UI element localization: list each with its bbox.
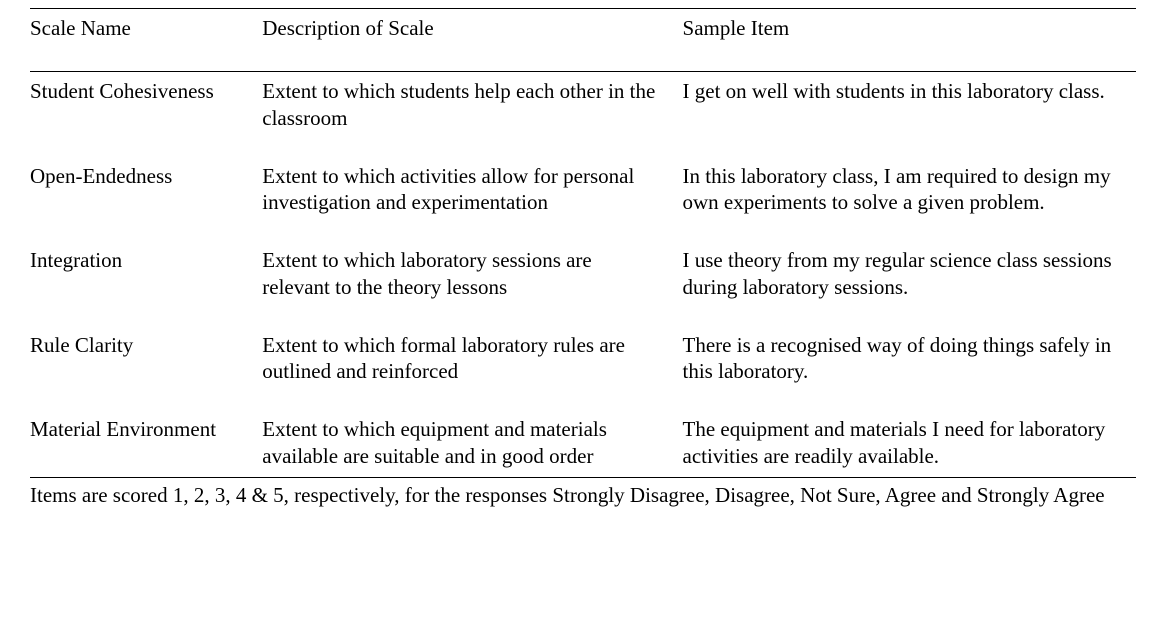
cell-sample-item: There is a recognised way of doing thing…: [683, 326, 1136, 411]
table-footnote: Items are scored 1, 2, 3, 4 & 5, respect…: [30, 477, 1136, 508]
cell-sample-item: I use theory from my regular science cla…: [683, 241, 1136, 326]
table-body: Student Cohesiveness Extent to which stu…: [30, 72, 1136, 478]
table-row: Student Cohesiveness Extent to which stu…: [30, 72, 1136, 157]
cell-sample-item: In this laboratory class, I am required …: [683, 157, 1136, 242]
cell-scale-name: Open-Endedness: [30, 157, 262, 242]
table-footnote-row: Items are scored 1, 2, 3, 4 & 5, respect…: [30, 477, 1136, 508]
cell-sample-item: The equipment and materials I need for l…: [683, 410, 1136, 477]
cell-scale-name: Integration: [30, 241, 262, 326]
table-head: Scale Name Description of Scale Sample I…: [30, 9, 1136, 72]
col-header-scale-name: Scale Name: [30, 9, 262, 72]
cell-description: Extent to which activities allow for per…: [262, 157, 682, 242]
cell-scale-name: Material Environment: [30, 410, 262, 477]
table-row: Integration Extent to which laboratory s…: [30, 241, 1136, 326]
cell-description: Extent to which equipment and materials …: [262, 410, 682, 477]
col-header-sample-item: Sample Item: [683, 9, 1136, 72]
table-header-row: Scale Name Description of Scale Sample I…: [30, 9, 1136, 72]
cell-description: Extent to which students help each other…: [262, 72, 682, 157]
cell-scale-name: Rule Clarity: [30, 326, 262, 411]
table-row: Open-Endedness Extent to which activitie…: [30, 157, 1136, 242]
table-row: Rule Clarity Extent to which formal labo…: [30, 326, 1136, 411]
page: Scale Name Description of Scale Sample I…: [0, 0, 1166, 636]
table-row: Material Environment Extent to which equ…: [30, 410, 1136, 477]
cell-sample-item: I get on well with students in this labo…: [683, 72, 1136, 157]
cell-description: Extent to which formal laboratory rules …: [262, 326, 682, 411]
table-foot: Items are scored 1, 2, 3, 4 & 5, respect…: [30, 477, 1136, 508]
scales-table: Scale Name Description of Scale Sample I…: [30, 8, 1136, 508]
col-header-description: Description of Scale: [262, 9, 682, 72]
cell-description: Extent to which laboratory sessions are …: [262, 241, 682, 326]
cell-scale-name: Student Cohesiveness: [30, 72, 262, 157]
